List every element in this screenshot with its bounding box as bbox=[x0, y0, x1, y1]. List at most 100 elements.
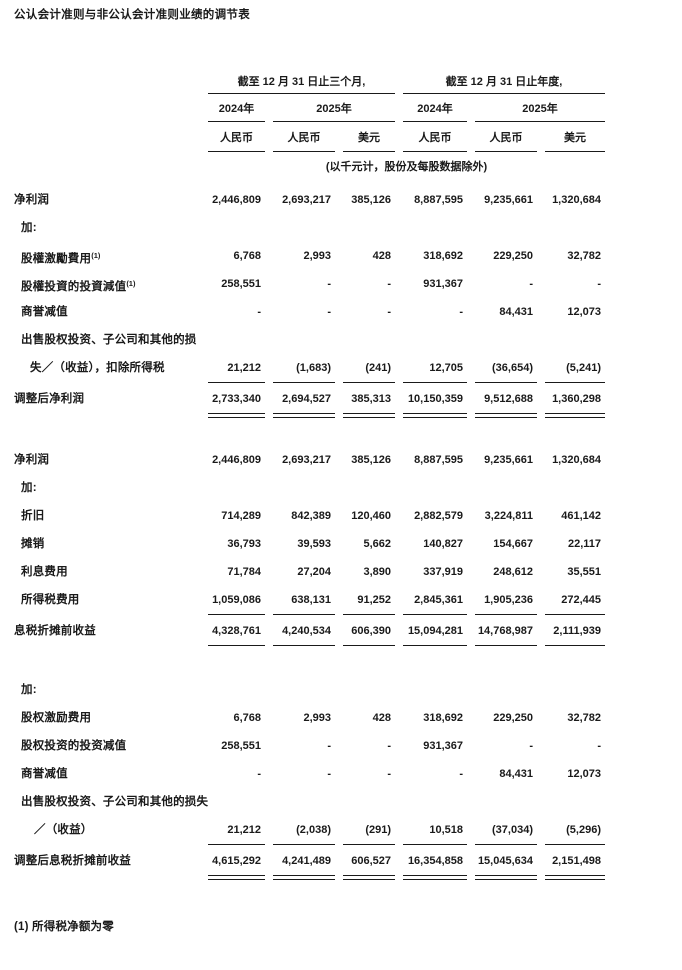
cell-value: 1,320,684 bbox=[552, 194, 601, 206]
spacer-cell bbox=[14, 94, 200, 122]
cell-value: 258,551 bbox=[221, 740, 261, 752]
row-label: 所得税费用 bbox=[21, 594, 80, 606]
cell-value: - bbox=[387, 278, 391, 290]
cell-value: 84,431 bbox=[499, 768, 533, 780]
spacer bbox=[14, 648, 605, 676]
cell-value: 428 bbox=[372, 712, 391, 724]
cell-value: 84,431 bbox=[499, 306, 533, 318]
cell-value: 39,593 bbox=[297, 538, 331, 550]
footnote: (1) 所得税净额为零 bbox=[14, 921, 114, 933]
cell-value: 22,117 bbox=[567, 538, 601, 550]
cell-value: 36,793 bbox=[227, 538, 261, 550]
spacer bbox=[14, 174, 605, 186]
cell-value: 12,073 bbox=[567, 306, 601, 318]
cell-value: 714,289 bbox=[221, 510, 261, 522]
cell-value: 5,662 bbox=[363, 538, 391, 550]
spacer bbox=[14, 418, 605, 446]
cell-value: (2,038) bbox=[296, 824, 331, 836]
row-label: 折旧 bbox=[21, 510, 45, 522]
row-label: 股权激励费用 bbox=[21, 712, 92, 724]
cell-value: 258,551 bbox=[221, 278, 261, 290]
row-label: 净利润 bbox=[14, 194, 50, 206]
cell-value: - bbox=[387, 306, 391, 318]
cell-value: 385,126 bbox=[351, 194, 391, 206]
cell-value: - bbox=[529, 740, 533, 752]
cell-value: 4,241,489 bbox=[282, 855, 331, 867]
spacer-cell bbox=[14, 73, 200, 94]
cell-value: 21,212 bbox=[227, 824, 261, 836]
cell-value: 2,693,217 bbox=[282, 454, 331, 466]
cell-value: 2,993 bbox=[303, 250, 331, 262]
cell-value: 8,887,595 bbox=[414, 194, 463, 206]
header-currency: 美元 bbox=[545, 122, 605, 152]
footnote-marker: (1) bbox=[91, 251, 101, 260]
cell-value: (5,241) bbox=[566, 362, 601, 374]
cell-value: 428 bbox=[372, 250, 391, 262]
cell-value: 12,705 bbox=[429, 362, 463, 374]
cell-value: 385,313 bbox=[351, 393, 391, 405]
cell-value: (37,034) bbox=[492, 824, 533, 836]
cell-value: 337,919 bbox=[423, 566, 463, 578]
row-label: 调整后息税折摊前收益 bbox=[14, 855, 131, 867]
cell-value: 229,250 bbox=[493, 712, 533, 724]
cell-value: 15,045,634 bbox=[477, 855, 533, 867]
cell-value: 229,250 bbox=[493, 250, 533, 262]
cell-value: 2,993 bbox=[303, 712, 331, 724]
cell-value: 2,845,361 bbox=[414, 594, 463, 606]
cell-value: 4,328,761 bbox=[212, 625, 261, 637]
header-currency: 人民币 bbox=[475, 122, 537, 152]
spacer-cell bbox=[14, 152, 200, 174]
cell-value: 318,692 bbox=[423, 250, 463, 262]
row-label: 股權激勵費用(1) bbox=[21, 251, 101, 265]
cell-value: 461,142 bbox=[561, 510, 601, 522]
cell-value: 3,890 bbox=[363, 566, 391, 578]
row-label: 商誉减值 bbox=[21, 768, 68, 780]
row-label: 息税折摊前收益 bbox=[14, 625, 96, 637]
cell-value: - bbox=[327, 278, 331, 290]
cell-value: 16,354,858 bbox=[407, 855, 463, 867]
cell-value: 12,073 bbox=[567, 768, 601, 780]
cell-value: 10,518 bbox=[429, 824, 463, 836]
cell-value: 8,887,595 bbox=[414, 454, 463, 466]
spacer-cell bbox=[14, 875, 200, 880]
spacer-cell bbox=[14, 122, 200, 152]
header-currency: 美元 bbox=[343, 122, 395, 152]
header-currency: 人民币 bbox=[403, 122, 467, 152]
row-label: 调整后净利润 bbox=[14, 393, 85, 405]
cell-value: 15,094,281 bbox=[407, 625, 463, 637]
cell-value: 32,782 bbox=[567, 250, 601, 262]
cell-value: 3,224,811 bbox=[484, 510, 533, 522]
cell-value: 272,445 bbox=[561, 594, 601, 606]
row-label: 摊销 bbox=[21, 538, 45, 550]
cell-value: - bbox=[597, 278, 601, 290]
cell-value: - bbox=[459, 306, 463, 318]
header-year: 2025年 bbox=[273, 94, 395, 122]
row-label: 股權投資的投資減值(1) bbox=[21, 279, 136, 293]
cell-value: 154,667 bbox=[493, 538, 533, 550]
cell-value: 9,235,661 bbox=[484, 194, 533, 206]
row-label: 加: bbox=[21, 684, 37, 696]
reconciliation-table: 截至 12 月 31 日止三个月, 截至 12 月 31 日止年度, 2024年… bbox=[14, 73, 605, 880]
header-year: 2024年 bbox=[208, 94, 265, 122]
row-label: ／（收益） bbox=[34, 824, 93, 836]
row-label: 加: bbox=[21, 222, 37, 234]
header-period-year: 截至 12 月 31 日止年度, bbox=[403, 73, 605, 94]
cell-value: - bbox=[257, 768, 261, 780]
cell-value: 1,059,086 bbox=[212, 594, 261, 606]
cell-value: 2,882,579 bbox=[414, 510, 463, 522]
cell-value: 6,768 bbox=[233, 250, 261, 262]
row-label: 出售股权投资、子公司和其他的损失 bbox=[21, 796, 209, 808]
cell-value: 120,460 bbox=[351, 510, 391, 522]
cell-value: 842,389 bbox=[291, 510, 331, 522]
cell-value: 1,320,684 bbox=[552, 454, 601, 466]
cell-value: 9,512,688 bbox=[484, 393, 533, 405]
cell-value: 606,390 bbox=[351, 625, 391, 637]
cell-value: - bbox=[459, 768, 463, 780]
row-label: 出售股权投资、子公司和其他的损 bbox=[21, 334, 197, 346]
cell-value: (5,296) bbox=[566, 824, 601, 836]
cell-value: 2,111,939 bbox=[553, 625, 601, 637]
cell-value: - bbox=[327, 740, 331, 752]
cell-value: 91,252 bbox=[357, 594, 391, 606]
cell-value: 6,768 bbox=[233, 712, 261, 724]
cell-value: 2,733,340 bbox=[212, 393, 261, 405]
